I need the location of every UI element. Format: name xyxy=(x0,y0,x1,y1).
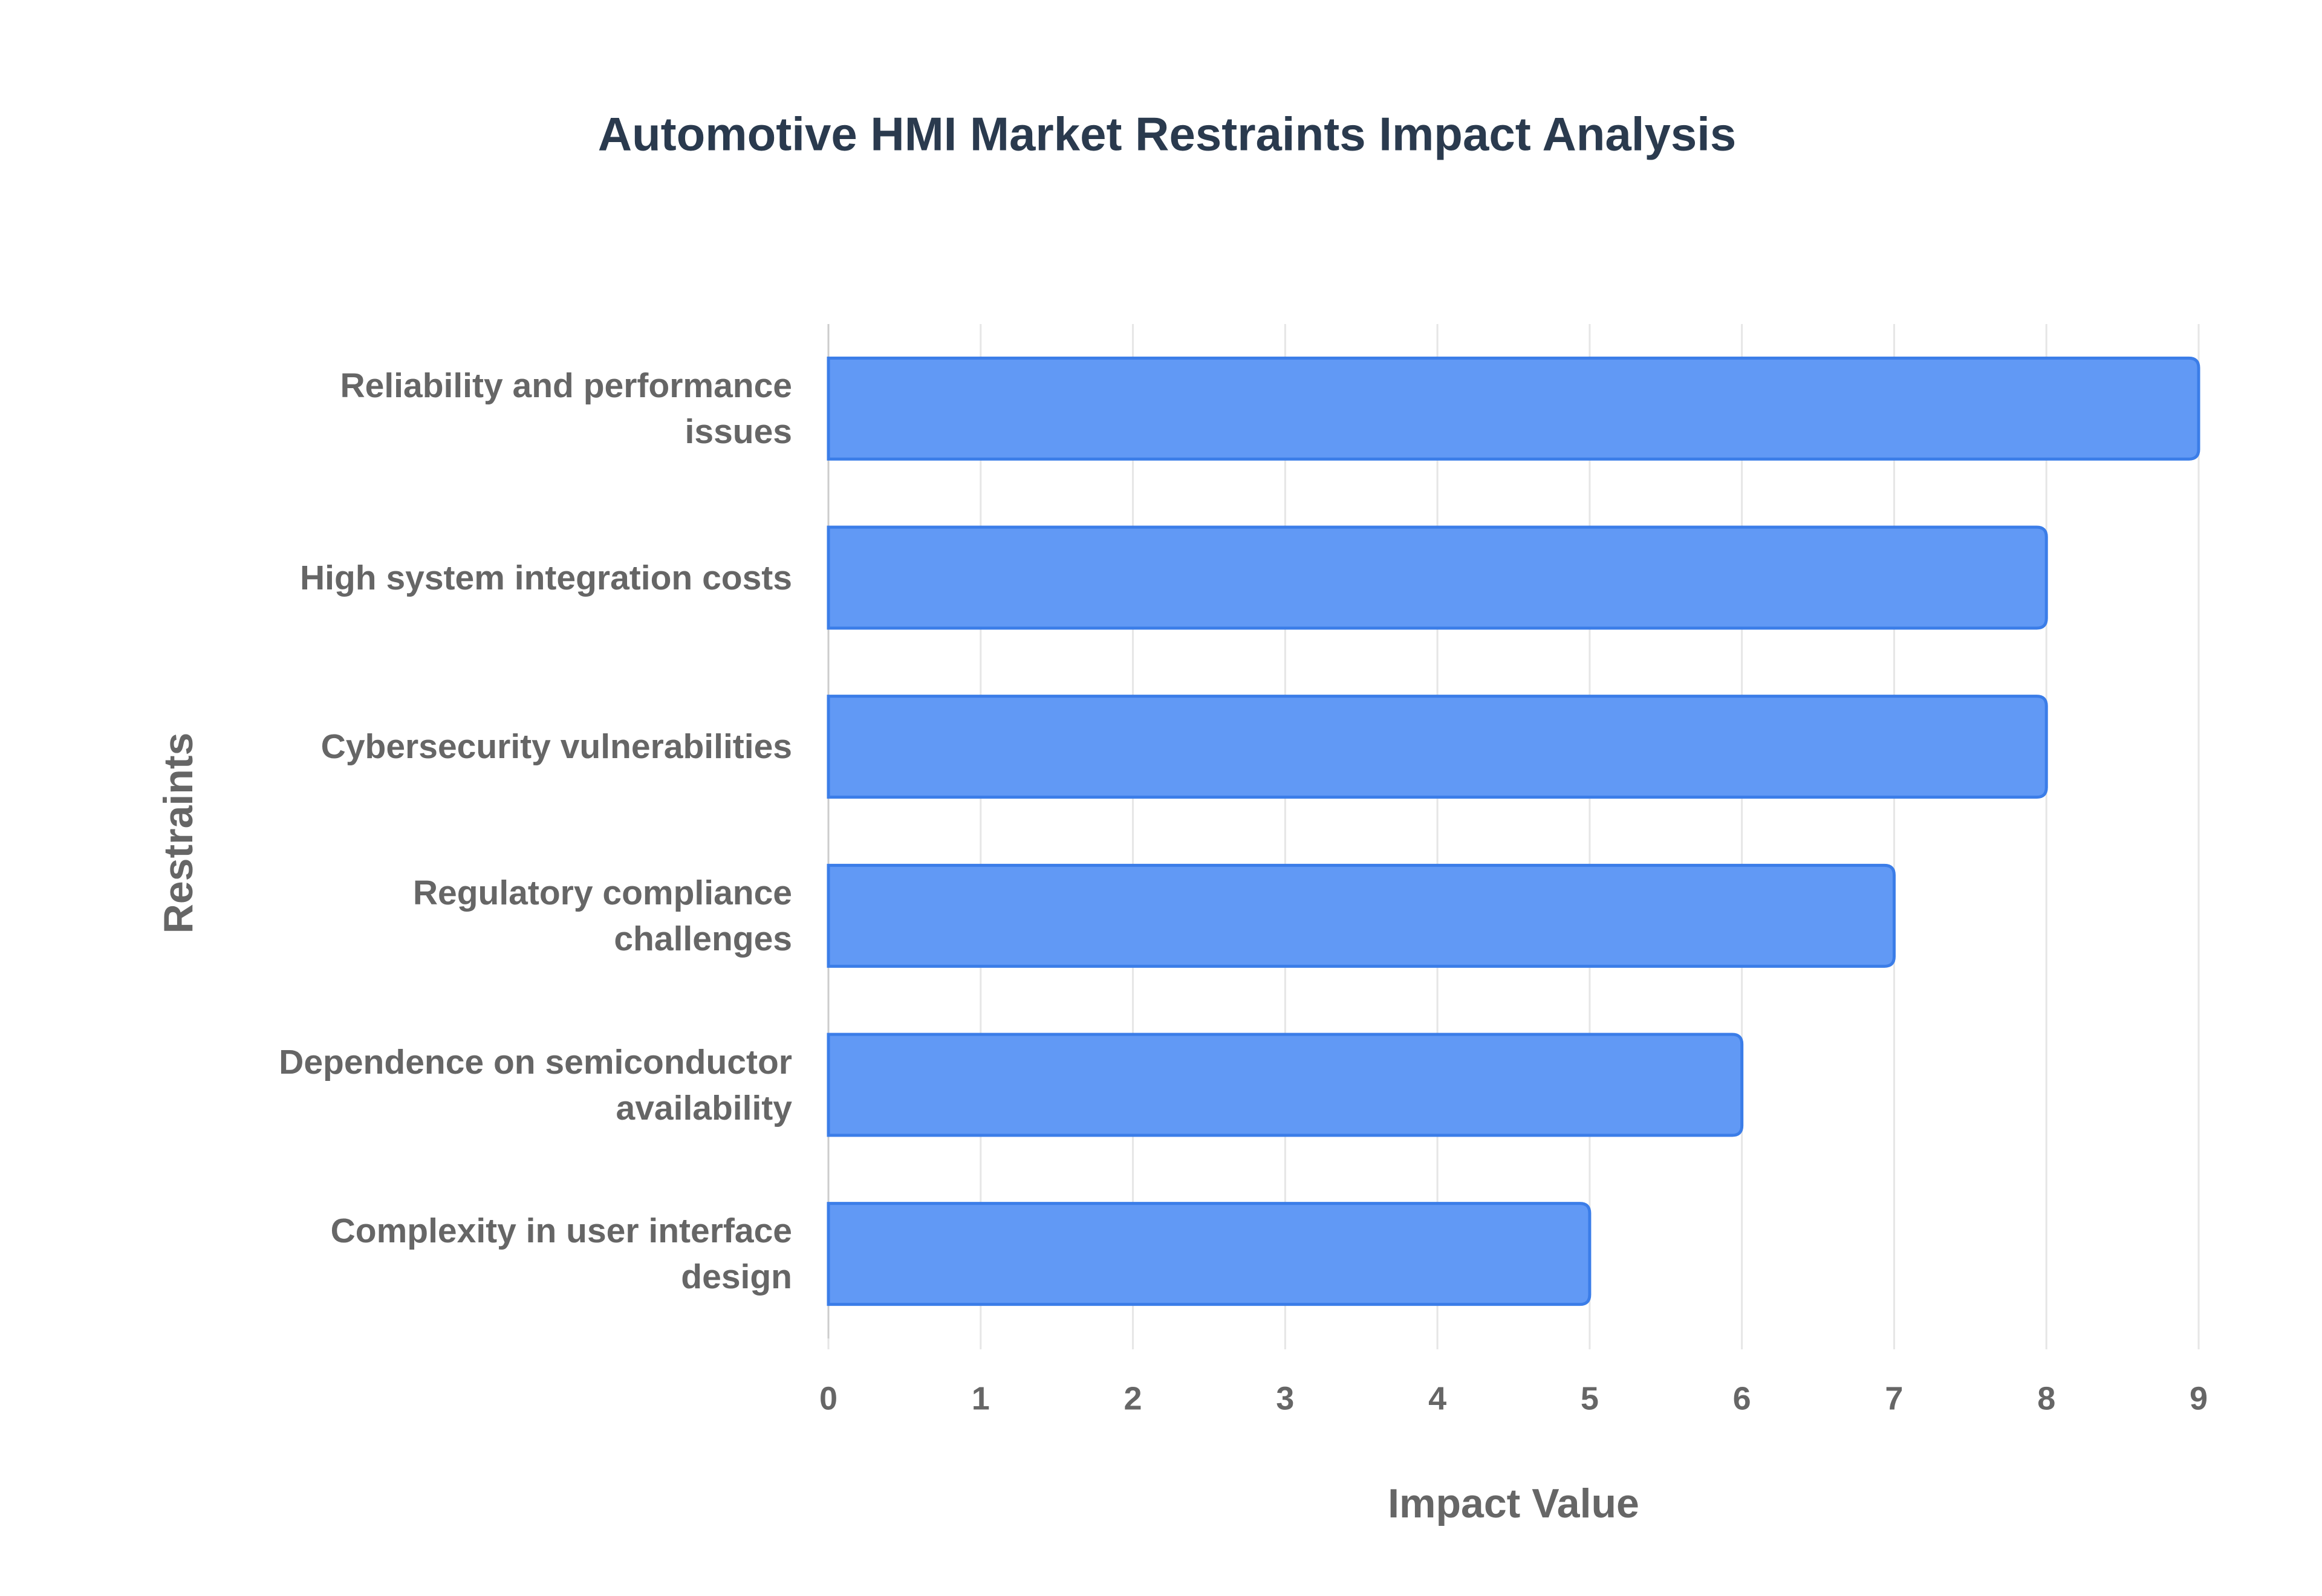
y-tick-label: Reliability and performance issues xyxy=(340,366,792,451)
x-tick-label: 9 xyxy=(2190,1380,2208,1416)
chart-title: Automotive HMI Market Restraints Impact … xyxy=(598,108,1737,161)
bar xyxy=(827,525,2048,630)
x-tick-label: 0 xyxy=(819,1380,837,1416)
y-axis-title: Restraints xyxy=(155,733,201,934)
bar xyxy=(827,863,1896,968)
bar xyxy=(827,695,2048,799)
y-tick-label: High system integration costs xyxy=(299,558,792,597)
bar xyxy=(827,1033,1744,1137)
x-tick-label: 7 xyxy=(1885,1380,1903,1416)
x-tick-label: 8 xyxy=(2037,1380,2055,1416)
x-tick-label: 5 xyxy=(1581,1380,1599,1416)
x-tick-label: 3 xyxy=(1276,1380,1294,1416)
x-tick-label: 6 xyxy=(1733,1380,1751,1416)
y-tick-label: Complexity in user interface design xyxy=(330,1212,792,1297)
x-tick-label: 1 xyxy=(972,1380,990,1416)
y-tick-label: Regulatory compliance challenges xyxy=(412,873,792,958)
x-tick-label: 4 xyxy=(1428,1380,1446,1416)
x-axis-title: Impact Value xyxy=(1388,1481,1639,1526)
y-tick-label: Dependence on semiconductor availability xyxy=(279,1042,792,1127)
x-tick-label: 2 xyxy=(1124,1380,1142,1416)
bar xyxy=(827,356,2200,461)
y-tick-label: Cybersecurity vulnerabilities xyxy=(320,727,792,767)
bar xyxy=(827,1202,1592,1306)
